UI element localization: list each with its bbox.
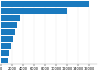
Bar	[1, 36, 13, 42]
Bar	[1, 58, 8, 63]
Bar	[1, 29, 15, 35]
Bar	[1, 50, 9, 56]
Bar	[1, 43, 11, 49]
Bar	[1, 22, 17, 28]
Bar	[1, 1, 89, 7]
Bar	[1, 15, 20, 21]
Bar	[1, 8, 67, 14]
